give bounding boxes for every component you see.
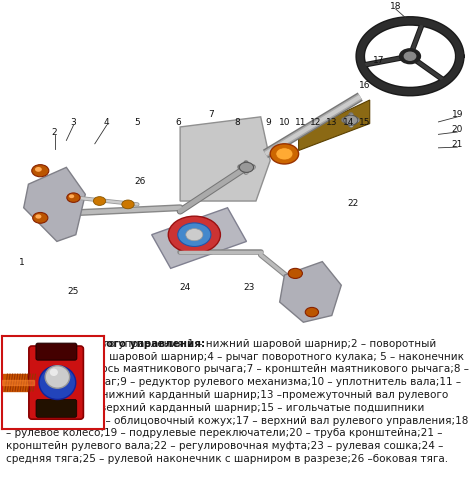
Text: 21: 21: [452, 140, 463, 149]
Polygon shape: [280, 262, 341, 323]
Circle shape: [288, 269, 302, 279]
Text: 10: 10: [279, 118, 290, 127]
Polygon shape: [299, 101, 370, 151]
Text: 14: 14: [343, 118, 354, 127]
Circle shape: [122, 201, 134, 209]
Text: 13: 13: [326, 118, 337, 127]
Circle shape: [276, 148, 293, 161]
Text: 23: 23: [243, 283, 255, 292]
Polygon shape: [152, 208, 246, 269]
Text: Элементы рулевого управления:: Элементы рулевого управления:: [6, 338, 205, 348]
Circle shape: [400, 50, 420, 64]
FancyBboxPatch shape: [36, 344, 77, 360]
Circle shape: [45, 366, 70, 388]
Text: 19: 19: [452, 110, 463, 119]
Circle shape: [33, 213, 48, 224]
Text: 16: 16: [359, 81, 371, 90]
Circle shape: [93, 197, 106, 206]
Circle shape: [178, 224, 211, 247]
Circle shape: [39, 366, 76, 400]
Text: 3: 3: [71, 118, 76, 127]
Circle shape: [344, 116, 358, 126]
Text: 5: 5: [135, 118, 140, 127]
Text: 26: 26: [134, 177, 146, 186]
Text: 11: 11: [295, 118, 307, 127]
Text: 4: 4: [104, 118, 109, 127]
Text: Элементы рулевого управления:1 – нижний шаровой шарнир;2 – поворотный кулак;3 – : Элементы рулевого управления:1 – нижний …: [6, 338, 469, 463]
Circle shape: [67, 193, 80, 203]
Text: 24: 24: [179, 283, 191, 292]
FancyBboxPatch shape: [36, 400, 77, 418]
Text: 6: 6: [175, 118, 181, 127]
Polygon shape: [180, 118, 270, 202]
Text: 17: 17: [374, 56, 385, 65]
Polygon shape: [24, 168, 85, 242]
Text: 20: 20: [452, 125, 463, 134]
Circle shape: [32, 165, 49, 178]
Text: 2: 2: [52, 128, 57, 137]
Text: 1: 1: [18, 258, 24, 266]
Text: 18: 18: [390, 2, 401, 11]
Circle shape: [305, 308, 319, 317]
Circle shape: [69, 195, 74, 199]
Text: 9: 9: [265, 118, 271, 127]
Circle shape: [50, 369, 58, 376]
FancyBboxPatch shape: [29, 346, 83, 420]
Text: 15: 15: [359, 118, 371, 127]
Circle shape: [404, 53, 416, 61]
Circle shape: [35, 168, 42, 172]
Circle shape: [186, 229, 203, 241]
Circle shape: [270, 144, 299, 165]
Text: 8: 8: [234, 118, 240, 127]
Text: 12: 12: [310, 118, 321, 127]
Circle shape: [168, 217, 220, 254]
Circle shape: [36, 215, 41, 219]
Circle shape: [239, 163, 254, 173]
Text: 25: 25: [68, 286, 79, 295]
Text: 22: 22: [347, 199, 359, 208]
Text: 7: 7: [208, 110, 214, 119]
